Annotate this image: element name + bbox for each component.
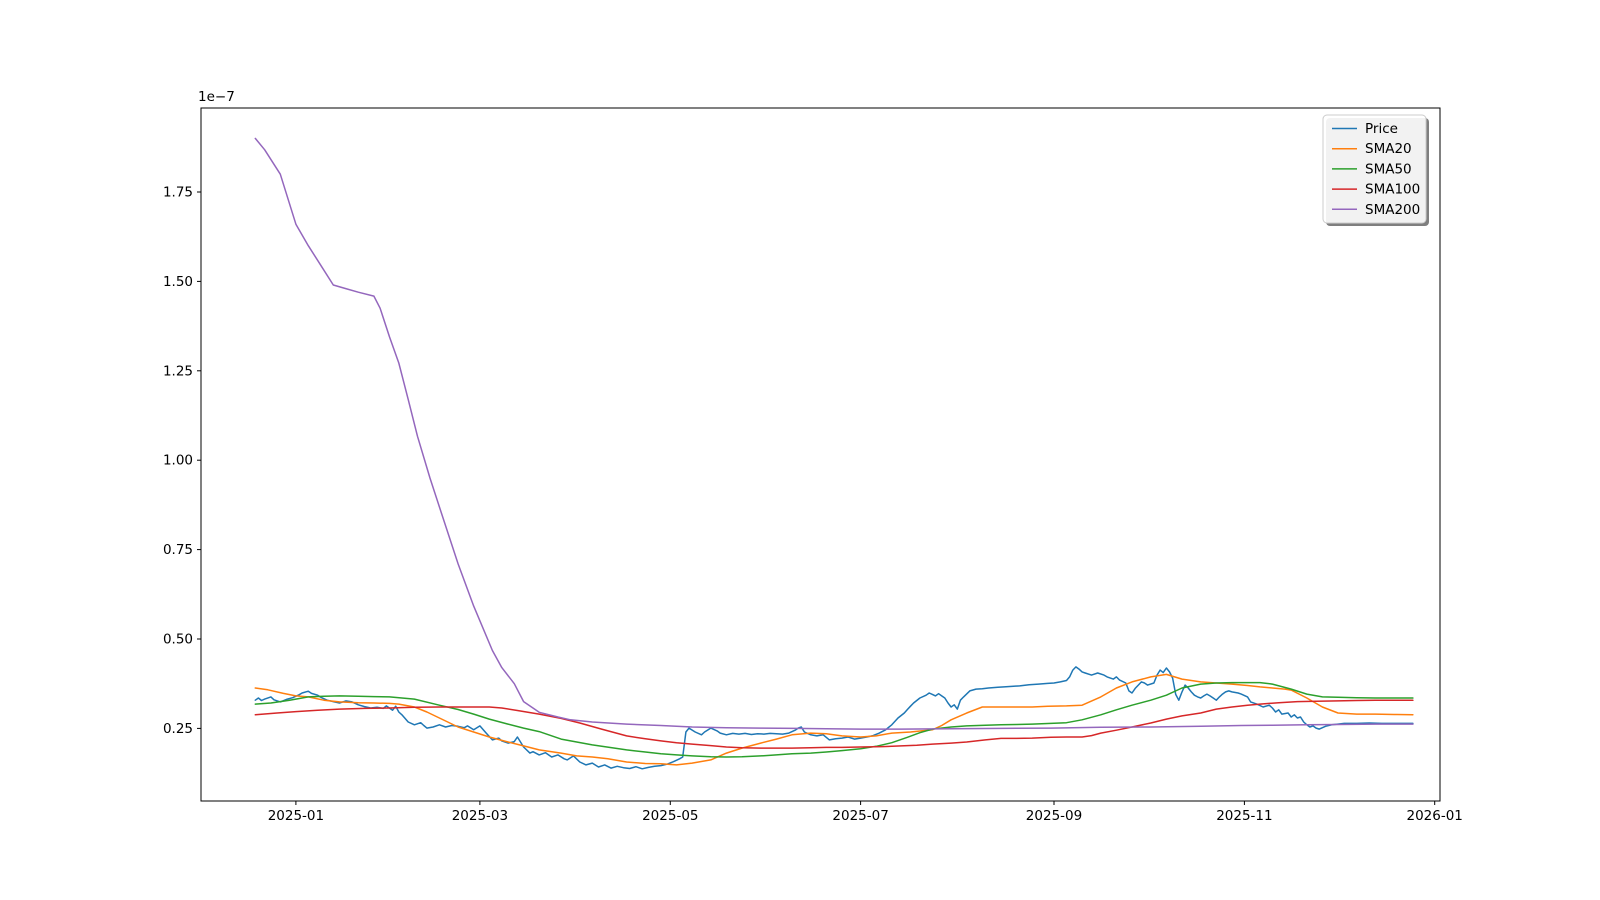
sma200-line [254,137,1414,730]
y-tick-label: 1.25 [163,363,193,379]
legend-label: Price [1365,121,1398,137]
y-tick-label: 0.50 [163,632,193,648]
legend-label: SMA50 [1365,161,1412,177]
sma100-line [254,699,1414,749]
x-tick-label: 2025-09 [1026,808,1082,824]
x-tick-label: 2025-01 [268,808,324,824]
y-tick-label: 0.25 [163,721,193,737]
sma20-line [254,673,1414,766]
y-tick-label: 1.00 [163,453,193,469]
price-line [254,666,1414,770]
legend-label: SMA100 [1365,182,1420,198]
x-tick-label: 2025-03 [452,808,508,824]
x-axis: 2025-01 2025-03 2025-05 2025-07 2025-09 2025-… [268,801,1463,824]
y-tick-label: 1.50 [163,274,193,290]
legend-label: SMA20 [1365,141,1412,157]
legend-label: SMA200 [1365,202,1420,218]
x-tick-label: 2025-11 [1216,808,1272,824]
x-tick-label: 2025-07 [832,808,888,824]
y-axis: 0.25 0.50 0.75 1.00 1.25 1.50 1.75 [163,185,201,737]
y-tick-label: 1.75 [163,185,193,201]
y-axis-offset-label: 1e−7 [198,89,235,105]
x-tick-label: 2026-01 [1406,808,1462,824]
legend-frame [1322,114,1427,224]
plot-area-spines [200,107,1441,802]
y-tick-label: 0.75 [163,542,193,558]
legend: Price SMA20 SMA50 SMA100 SMA200 [1322,114,1429,226]
x-tick-label: 2025-05 [642,808,698,824]
